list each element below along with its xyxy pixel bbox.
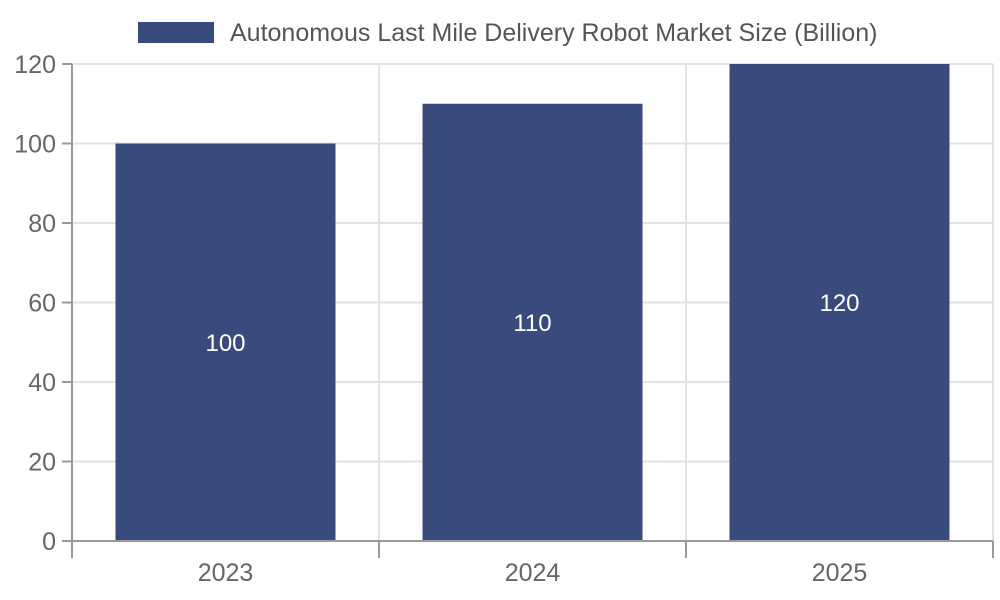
y-tick-label: 80 (28, 210, 56, 238)
bar-value-label: 120 (819, 290, 859, 317)
y-axis-tick-labels: 0 20 40 60 80 100 120 (14, 51, 56, 556)
y-tick-label: 20 (28, 449, 56, 477)
y-tick-label: 0 (42, 528, 56, 556)
y-tick-label: 40 (28, 369, 56, 397)
y-tick-label: 60 (28, 290, 56, 318)
bar-value-label: 110 (513, 310, 551, 337)
x-axis-tick-labels: 2023 2024 2025 (198, 559, 868, 587)
bar-2023[interactable] (115, 143, 336, 542)
axes (62, 63, 994, 558)
x-tick-label: 2023 (198, 559, 254, 587)
legend: Autonomous Last Mile Delivery Robot Mark… (138, 19, 877, 47)
chart-title: Autonomous Last Mile Delivery Robot Mark… (230, 19, 877, 47)
bar-series (115, 64, 950, 542)
x-tick-label: 2025 (812, 559, 868, 587)
bar-value-labels: 100 110 120 (205, 290, 859, 357)
x-tick-label: 2024 (505, 559, 561, 587)
legend-swatch[interactable] (138, 22, 214, 43)
bar-2024[interactable] (422, 103, 643, 541)
bar-2025[interactable] (729, 64, 950, 541)
y-tick-label: 100 (14, 131, 56, 159)
y-tick-label: 120 (14, 51, 56, 79)
bar-value-label: 100 (205, 330, 245, 357)
